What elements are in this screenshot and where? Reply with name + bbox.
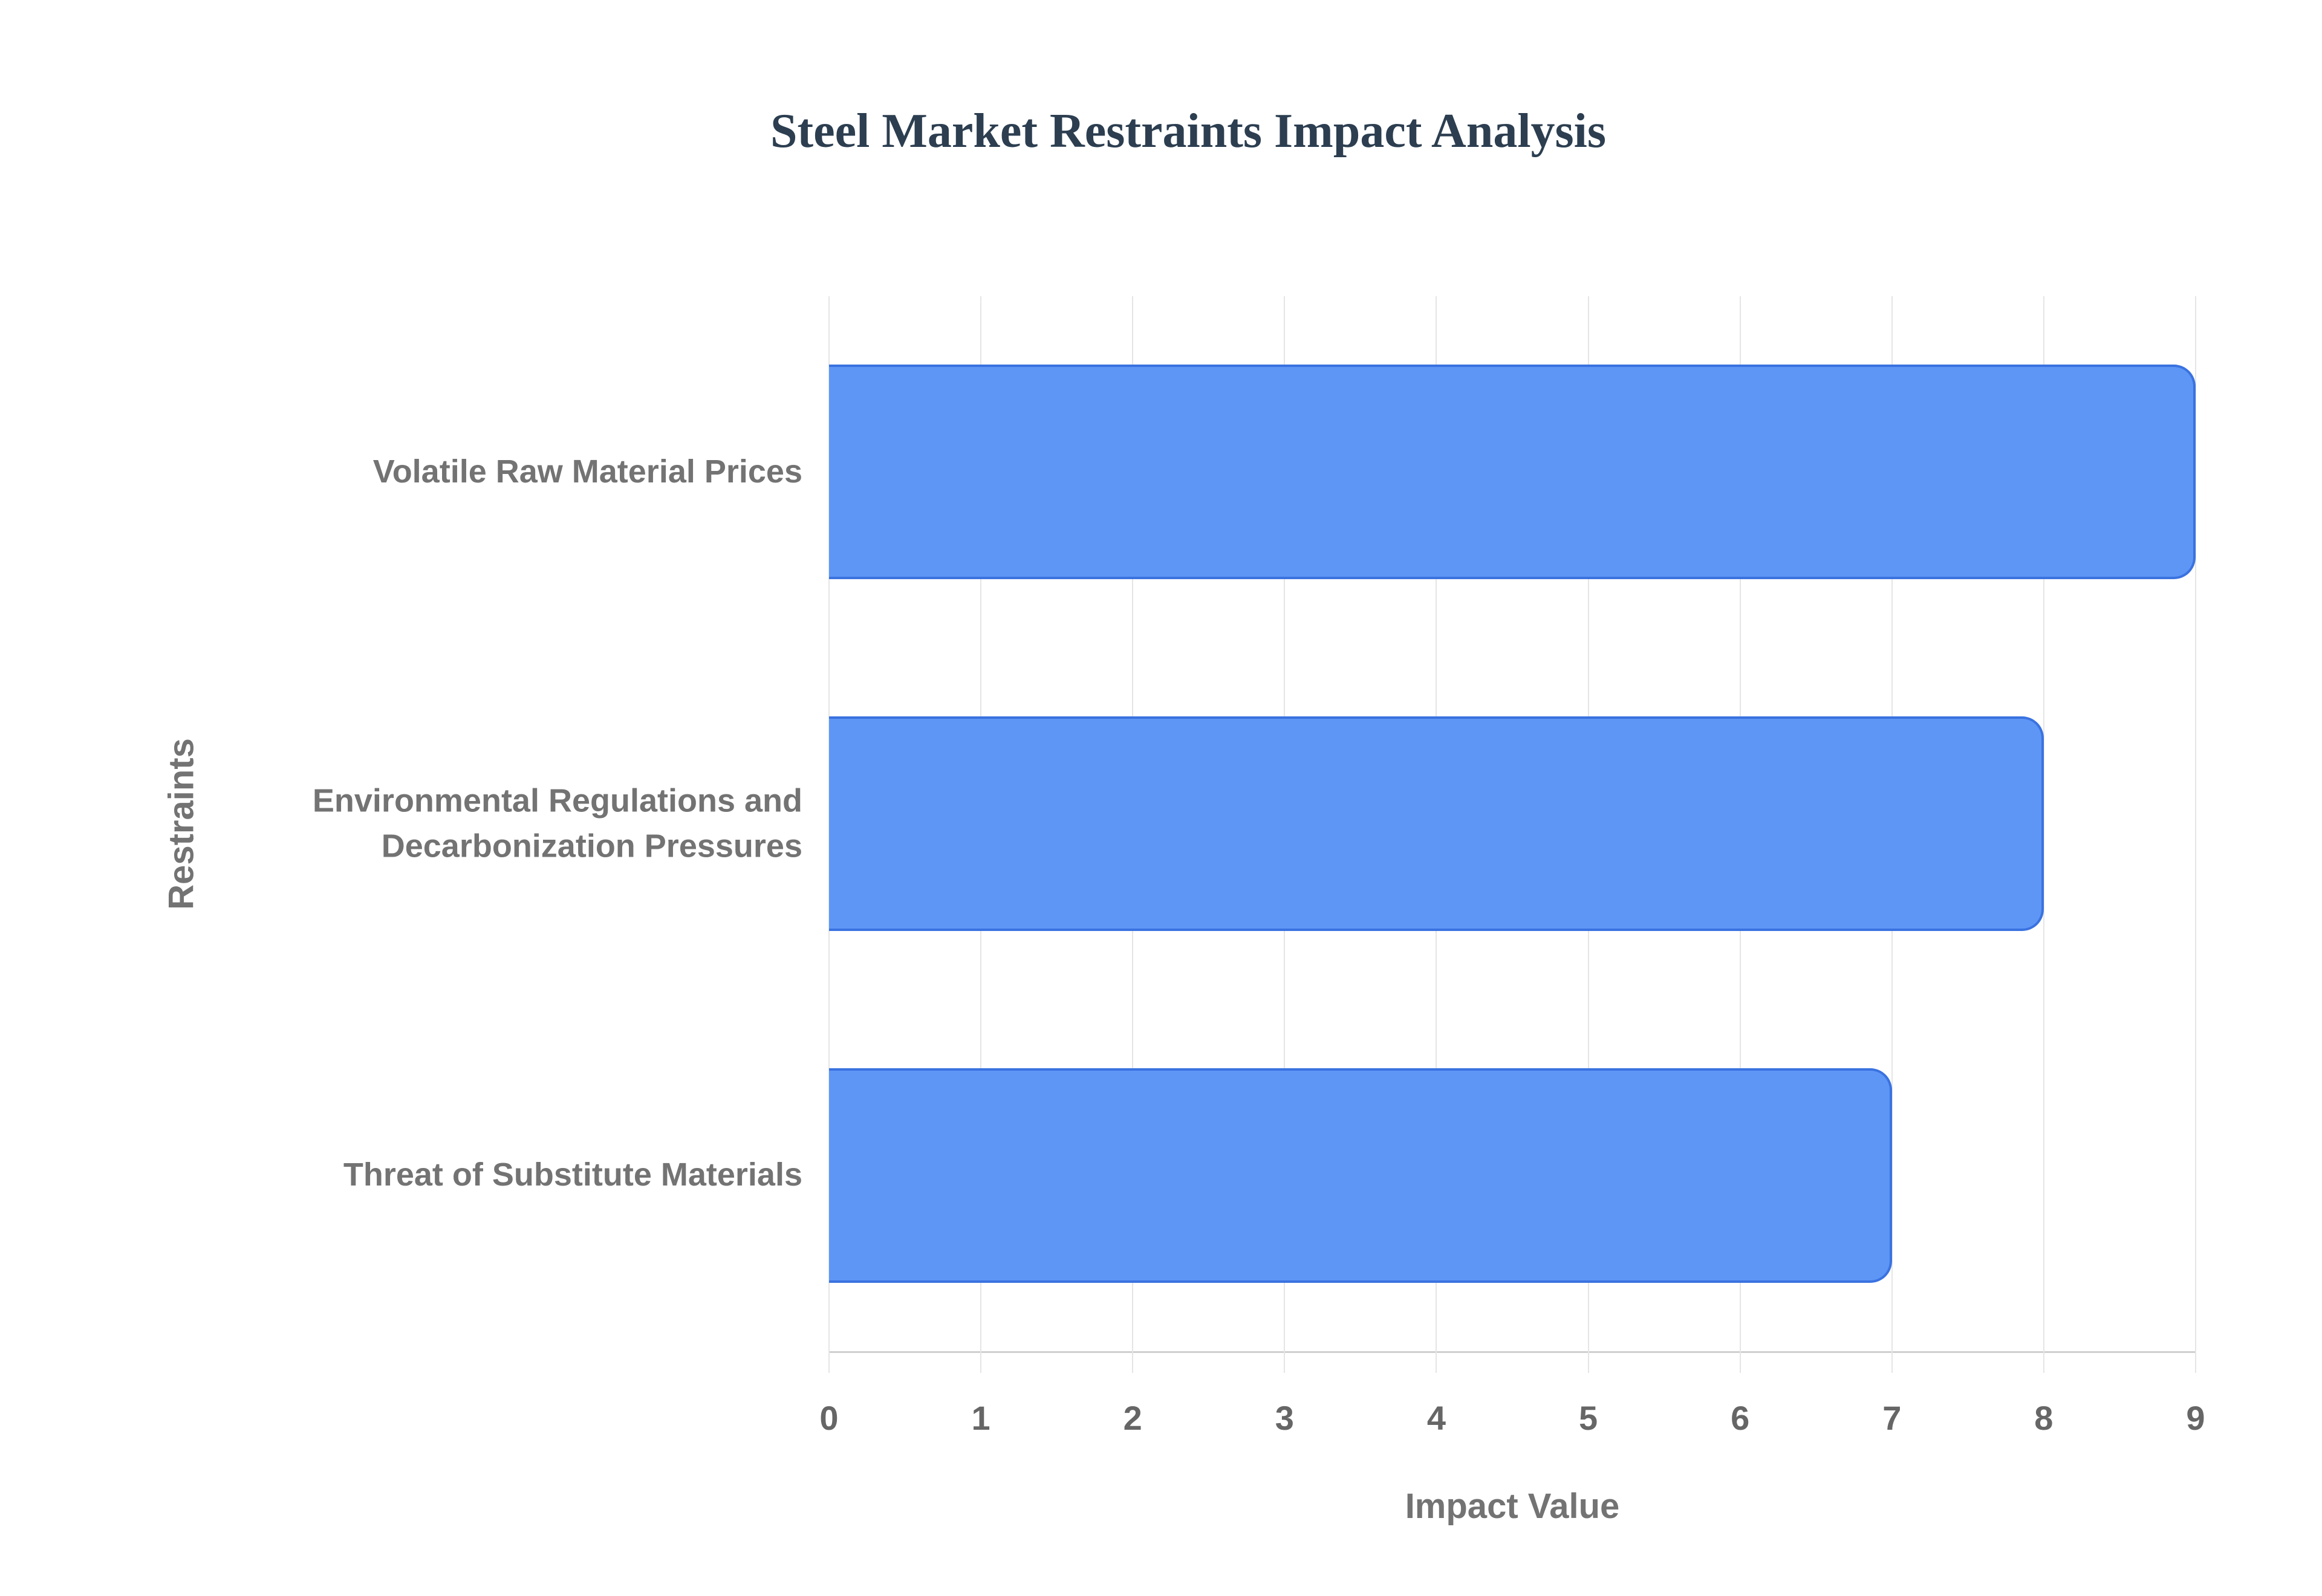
- x-axis-tickmark: [2043, 1351, 2044, 1373]
- bar-row: Environmental Regulations and Decarboniz…: [313, 648, 2196, 1000]
- x-axis-tickmark: [1284, 1351, 1286, 1373]
- x-tick-label: 3: [1275, 1399, 1294, 1437]
- x-axis-tickmark: [1436, 1351, 1437, 1373]
- bar: [829, 1068, 1892, 1283]
- plot-area: 0 1 2 3 4 5 6 7 8 9 Volatile Raw Material Prices E…: [313, 296, 2205, 1437]
- category-label: Volatile Raw Material Prices: [372, 453, 802, 490]
- bar-row: Threat of Substitute Materials: [343, 999, 2196, 1351]
- gridline: [2043, 296, 2044, 1351]
- x-tick-label: 5: [1578, 1399, 1598, 1437]
- bar-row: Volatile Raw Material Prices: [373, 296, 2196, 648]
- x-axis-tickmark: [1891, 1351, 1893, 1373]
- x-tick-label: 9: [2186, 1399, 2205, 1437]
- category-label: Environmental Regulations and Decarboniz…: [312, 782, 802, 864]
- x-axis-title: Impact Value: [1405, 1487, 1620, 1526]
- x-axis-tickmark: [1739, 1351, 1741, 1373]
- x-tick-label: 8: [2034, 1399, 2054, 1437]
- x-tick-label: 6: [1731, 1399, 1750, 1437]
- x-axis-tickmark: [980, 1351, 982, 1373]
- bar: [829, 716, 2044, 931]
- x-axis-tickmark: [2195, 1351, 2196, 1373]
- x-tick-label: 7: [1882, 1399, 1902, 1437]
- x-tick-label: 0: [819, 1399, 839, 1437]
- x-tick-label: 4: [1426, 1399, 1446, 1437]
- x-tick-label: 1: [971, 1399, 990, 1437]
- category-label: Threat of Substitute Materials: [343, 1156, 802, 1193]
- bars-layer: Volatile Raw Material Prices Environmenta…: [313, 296, 2196, 1351]
- x-tick-label: 2: [1123, 1399, 1142, 1437]
- chart-title: Steel Market Restraints Impact Analysis: [770, 105, 1607, 158]
- gridline: [2195, 296, 2196, 1351]
- bar: [829, 365, 2196, 580]
- y-axis-title: Restraints: [161, 738, 201, 910]
- x-axis-tickmark: [1587, 1351, 1589, 1373]
- x-axis-tickmark: [828, 1351, 830, 1373]
- x-axis-tickmark: [1132, 1351, 1134, 1373]
